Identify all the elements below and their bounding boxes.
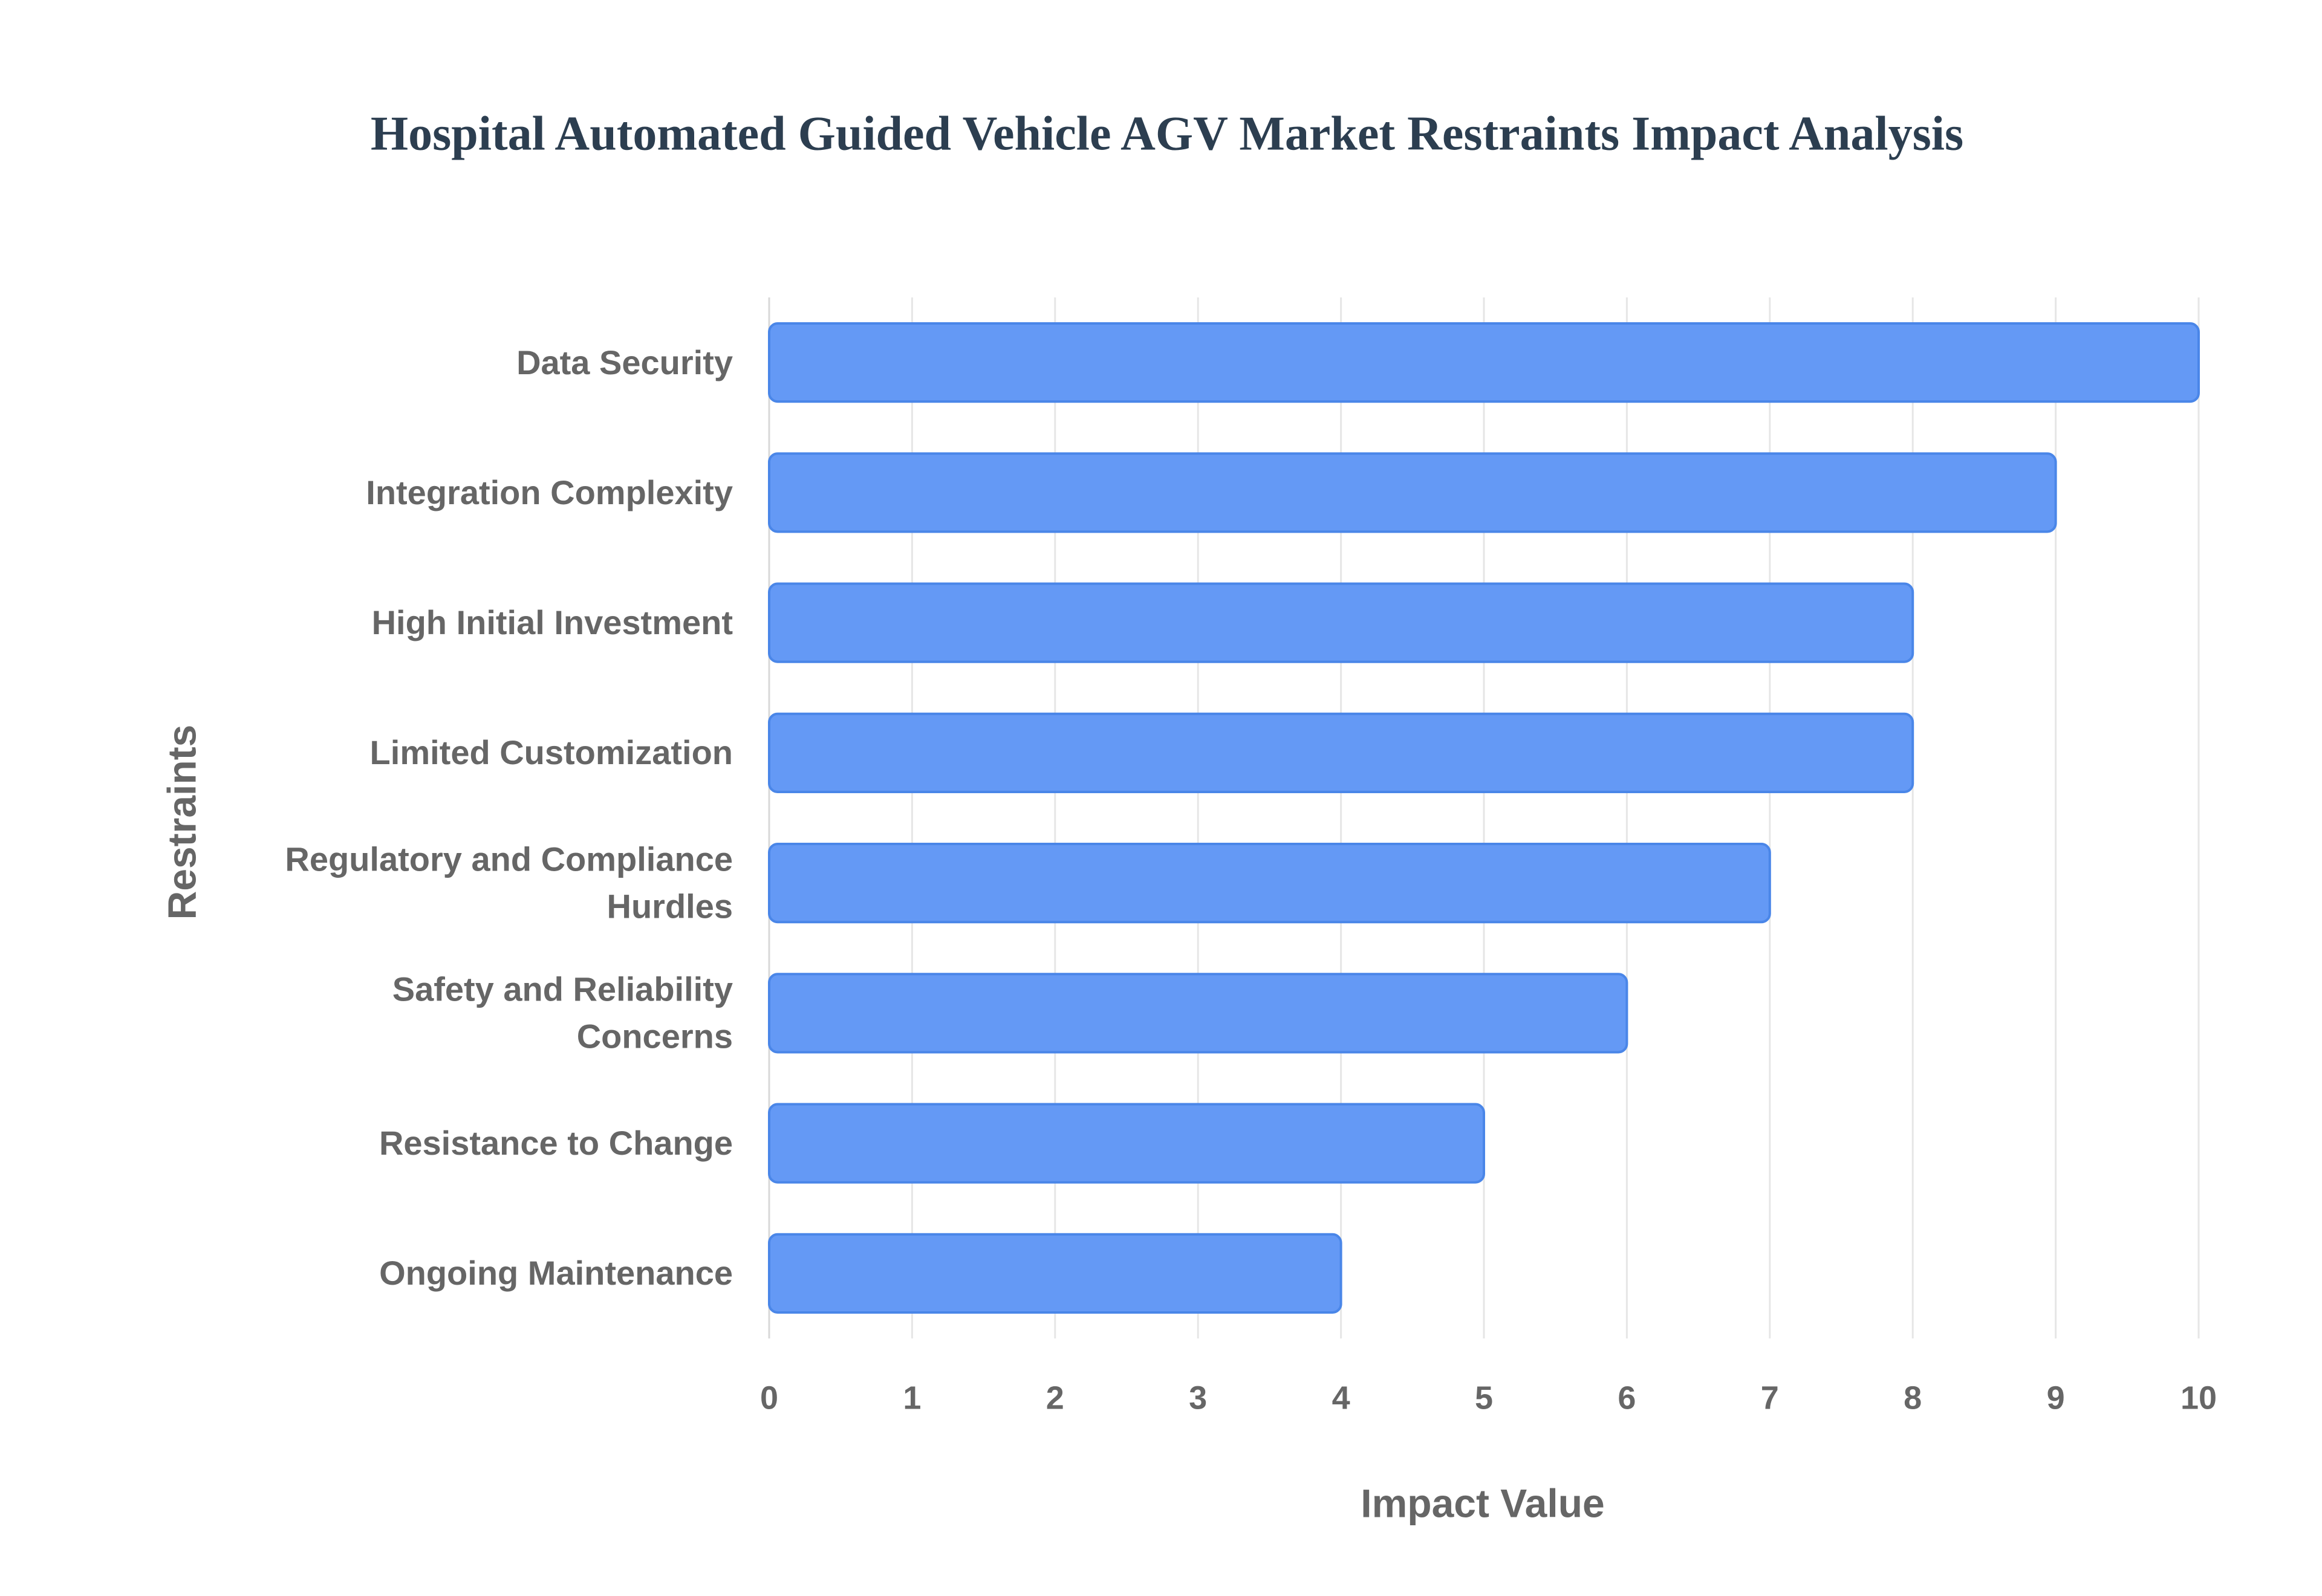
- x-tick-label: 9: [2047, 1380, 2065, 1416]
- x-tick-label: 7: [1761, 1380, 1779, 1416]
- x-tick-label: 4: [1332, 1380, 1350, 1416]
- y-axis-title: Restraints: [159, 725, 204, 920]
- bar: [768, 1103, 1485, 1184]
- x-tick-label: 1: [903, 1380, 921, 1416]
- x-tick-label: 6: [1618, 1380, 1636, 1416]
- x-tick-label: 2: [1046, 1380, 1064, 1416]
- bar: [768, 843, 1771, 924]
- bar: [768, 582, 1914, 663]
- y-tick-label: High Initial Investment: [371, 603, 733, 641]
- y-tick-label: Ongoing Maintenance: [379, 1254, 733, 1293]
- x-tick-label: 5: [1475, 1380, 1493, 1416]
- chart-title: Hospital Automated Guided Vehicle AGV Ma…: [371, 107, 1963, 160]
- x-tick-label: 3: [1189, 1380, 1207, 1416]
- y-tick-label: Resistance to Change: [379, 1123, 733, 1162]
- x-tick-label: 0: [760, 1380, 778, 1416]
- bar: [768, 973, 1628, 1054]
- x-tick-label: 10: [2181, 1380, 2217, 1416]
- bar: [768, 452, 2057, 533]
- bar: [768, 1233, 1342, 1314]
- y-tick-label: Safety and Reliability Concerns: [392, 970, 733, 1056]
- bar: [768, 712, 1914, 793]
- y-tick-label: Data Security: [516, 343, 733, 381]
- y-tick-label: Limited Customization: [369, 733, 733, 772]
- y-tick-label: Regulatory and Compliance Hurdles: [285, 840, 733, 926]
- x-axis-title: Impact Value: [1361, 1481, 1605, 1525]
- y-tick-label: Integration Complexity: [366, 473, 733, 511]
- x-tick-label: 8: [1904, 1380, 1922, 1416]
- bar: [768, 322, 2200, 403]
